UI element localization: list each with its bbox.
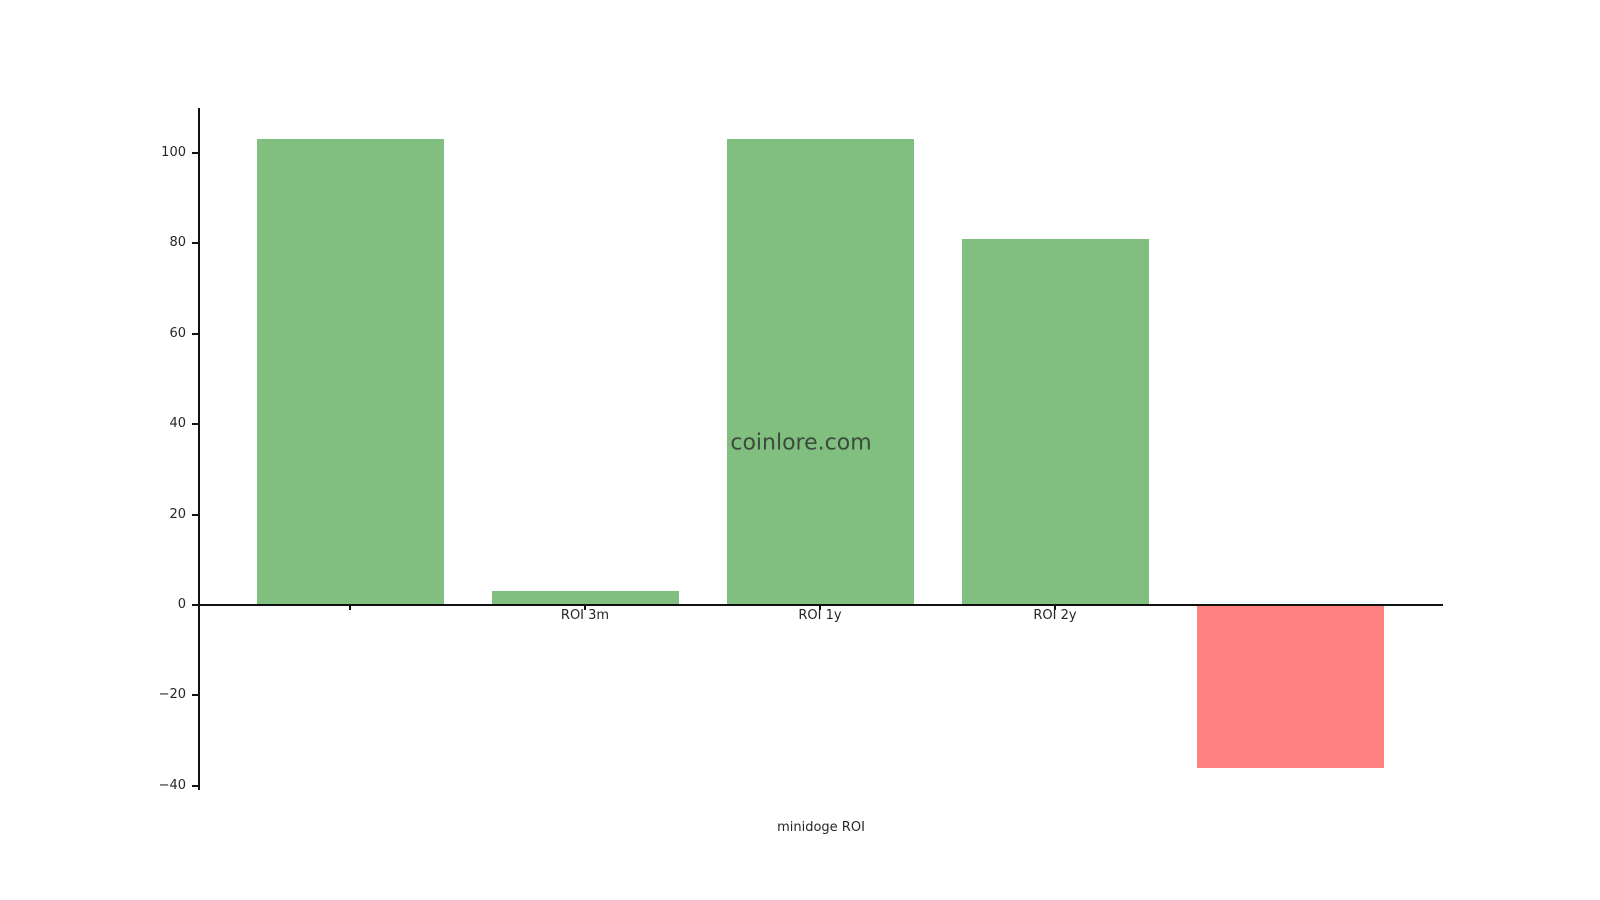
y-tick-mark (192, 423, 198, 426)
bar-roi-3m (491, 591, 679, 606)
bar-roi-2y (961, 238, 1149, 606)
x-tick-mark (584, 606, 586, 610)
y-tick-mark (192, 784, 198, 787)
bar-roi-1y (726, 139, 914, 606)
x-tick-mark (349, 606, 351, 610)
y-axis-spine (198, 107, 200, 791)
y-tick-label: 80 (169, 235, 186, 251)
y-tick-mark (192, 513, 198, 516)
y-tick-mark (192, 242, 198, 245)
y-tick-mark (192, 604, 198, 606)
x-tick-mark (819, 606, 821, 610)
y-tick-label: 60 (169, 325, 186, 341)
x-tick-label-roi-2y: ROI 2y (1033, 608, 1077, 623)
y-tick-label: 0 (177, 597, 186, 612)
x-tick-label-roi-1y: ROI 1y (798, 608, 842, 623)
y-tick-mark (192, 332, 198, 335)
y-tick-mark (192, 694, 198, 697)
x-tick-mark (1054, 606, 1056, 610)
bar-4 (1196, 604, 1384, 768)
y-tick-label: 100 (161, 145, 186, 160)
x-axis-zero-line (198, 604, 1443, 606)
bar-0 (256, 139, 444, 606)
y-tick-mark (192, 152, 198, 154)
y-tick-label: 20 (169, 506, 186, 522)
x-axis-title: minidoge ROI (777, 820, 865, 835)
y-tick-label: 40 (169, 416, 186, 432)
y-tick-label: −20 (158, 687, 186, 703)
watermark: coinlore.com (730, 430, 872, 456)
x-tick-label-roi-3m: ROI 3m (560, 608, 610, 623)
y-tick-label: −40 (158, 777, 186, 793)
